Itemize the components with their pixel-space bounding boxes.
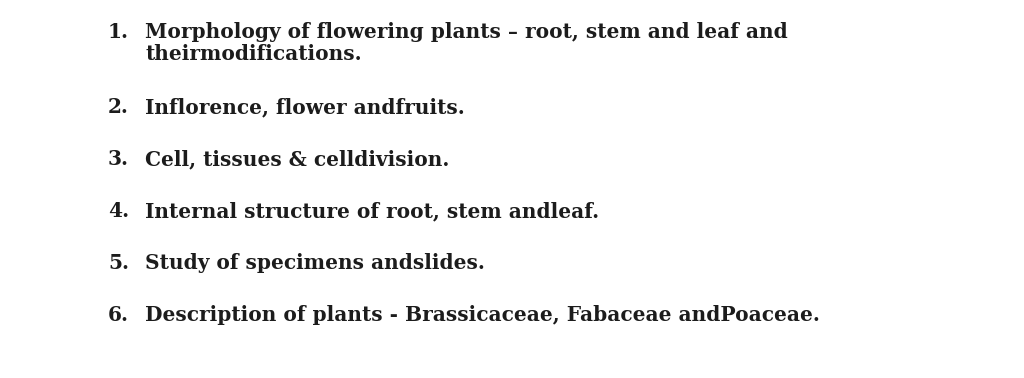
Text: Inflorence, flower andfruits.: Inflorence, flower andfruits. — [145, 97, 465, 117]
Text: Internal structure of root, stem andleaf.: Internal structure of root, stem andleaf… — [145, 201, 599, 221]
Text: 2.: 2. — [108, 97, 129, 117]
Text: Study of specimens andslides.: Study of specimens andslides. — [145, 253, 485, 273]
Text: Description of plants - Brassicaceae, Fabaceae andPoaceae.: Description of plants - Brassicaceae, Fa… — [145, 305, 820, 325]
Text: theirmodifications.: theirmodifications. — [145, 44, 361, 64]
Text: Morphology of flowering plants – root, stem and leaf and: Morphology of flowering plants – root, s… — [145, 22, 787, 42]
Text: 1.: 1. — [108, 22, 129, 42]
Text: 3.: 3. — [108, 149, 129, 169]
Text: 6.: 6. — [108, 305, 129, 325]
Text: 5.: 5. — [108, 253, 129, 273]
Text: Cell, tissues & celldivision.: Cell, tissues & celldivision. — [145, 149, 450, 169]
Text: 4.: 4. — [108, 201, 129, 221]
